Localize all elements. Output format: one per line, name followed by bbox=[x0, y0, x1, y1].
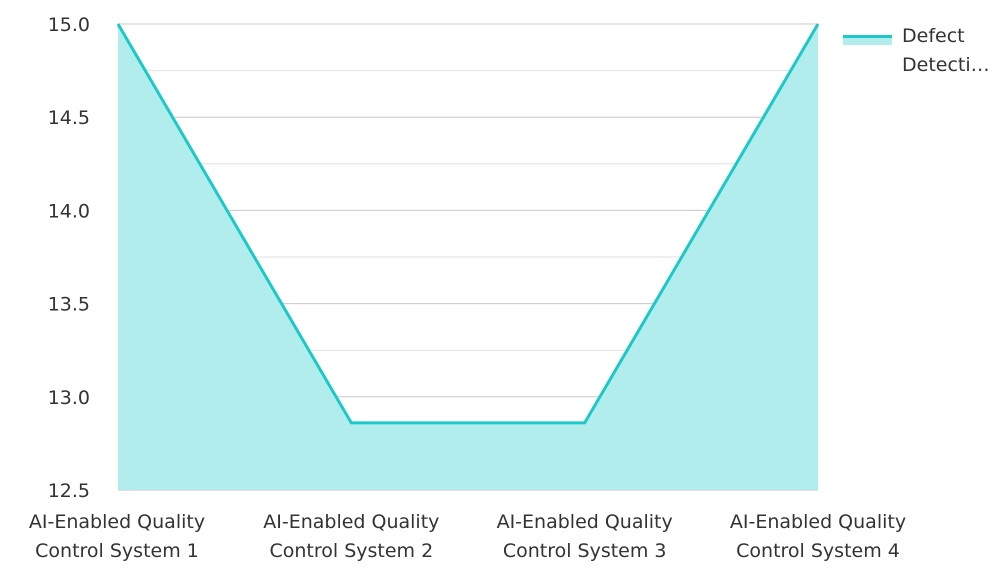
legend-label-line-1: Defect bbox=[902, 25, 965, 47]
data-point[interactable] bbox=[347, 419, 355, 427]
x-tick-label: AI-Enabled Quality Control System 3 bbox=[497, 511, 673, 562]
x-tick-label-line: Control System 3 bbox=[503, 540, 667, 562]
legend-swatch bbox=[843, 31, 892, 45]
legend-label-line-2: Detecti… bbox=[902, 54, 990, 76]
y-tick-label: 14.0 bbox=[48, 200, 90, 222]
y-tick-label: 12.5 bbox=[48, 480, 90, 502]
y-tick-label: 14.5 bbox=[48, 107, 90, 129]
area-fill bbox=[118, 24, 818, 490]
legend-swatch-fill bbox=[843, 35, 892, 45]
legend[interactable]: Defect Detecti… bbox=[843, 22, 1003, 80]
legend-label[interactable]: Defect Detecti… bbox=[902, 22, 998, 80]
y-tick-label: 13.0 bbox=[48, 387, 90, 409]
legend-swatch-line bbox=[843, 35, 892, 38]
x-tick-label-line: AI-Enabled Quality bbox=[263, 511, 439, 533]
x-tick-label: AI-Enabled Quality Control System 4 bbox=[730, 511, 906, 562]
x-axis-tick-labels: AI-Enabled Quality Control System 1AI-Ena… bbox=[29, 511, 906, 562]
x-tick-label-line: Control System 4 bbox=[736, 540, 900, 562]
x-tick-label-line: AI-Enabled Quality bbox=[497, 511, 673, 533]
x-tick-label-line: AI-Enabled Quality bbox=[730, 511, 906, 533]
x-tick-label-line: Control System 2 bbox=[269, 540, 433, 562]
series-line bbox=[116, 23, 820, 425]
x-tick-label-line: Control System 1 bbox=[35, 540, 199, 562]
data-point[interactable] bbox=[814, 20, 822, 28]
y-tick-label: 13.5 bbox=[48, 294, 90, 316]
y-axis-tick-labels: 12.5 13.0 13.5 14.0 14.5 15.0 bbox=[48, 14, 90, 502]
y-tick-label: 15.0 bbox=[48, 14, 90, 36]
x-tick-label: AI-Enabled Quality Control System 2 bbox=[263, 511, 439, 562]
x-tick-label: AI-Enabled Quality Control System 1 bbox=[29, 511, 205, 562]
data-point[interactable] bbox=[114, 20, 122, 28]
data-point[interactable] bbox=[581, 419, 589, 427]
x-tick-label-line: AI-Enabled Quality bbox=[29, 511, 205, 533]
area-series bbox=[114, 20, 822, 490]
